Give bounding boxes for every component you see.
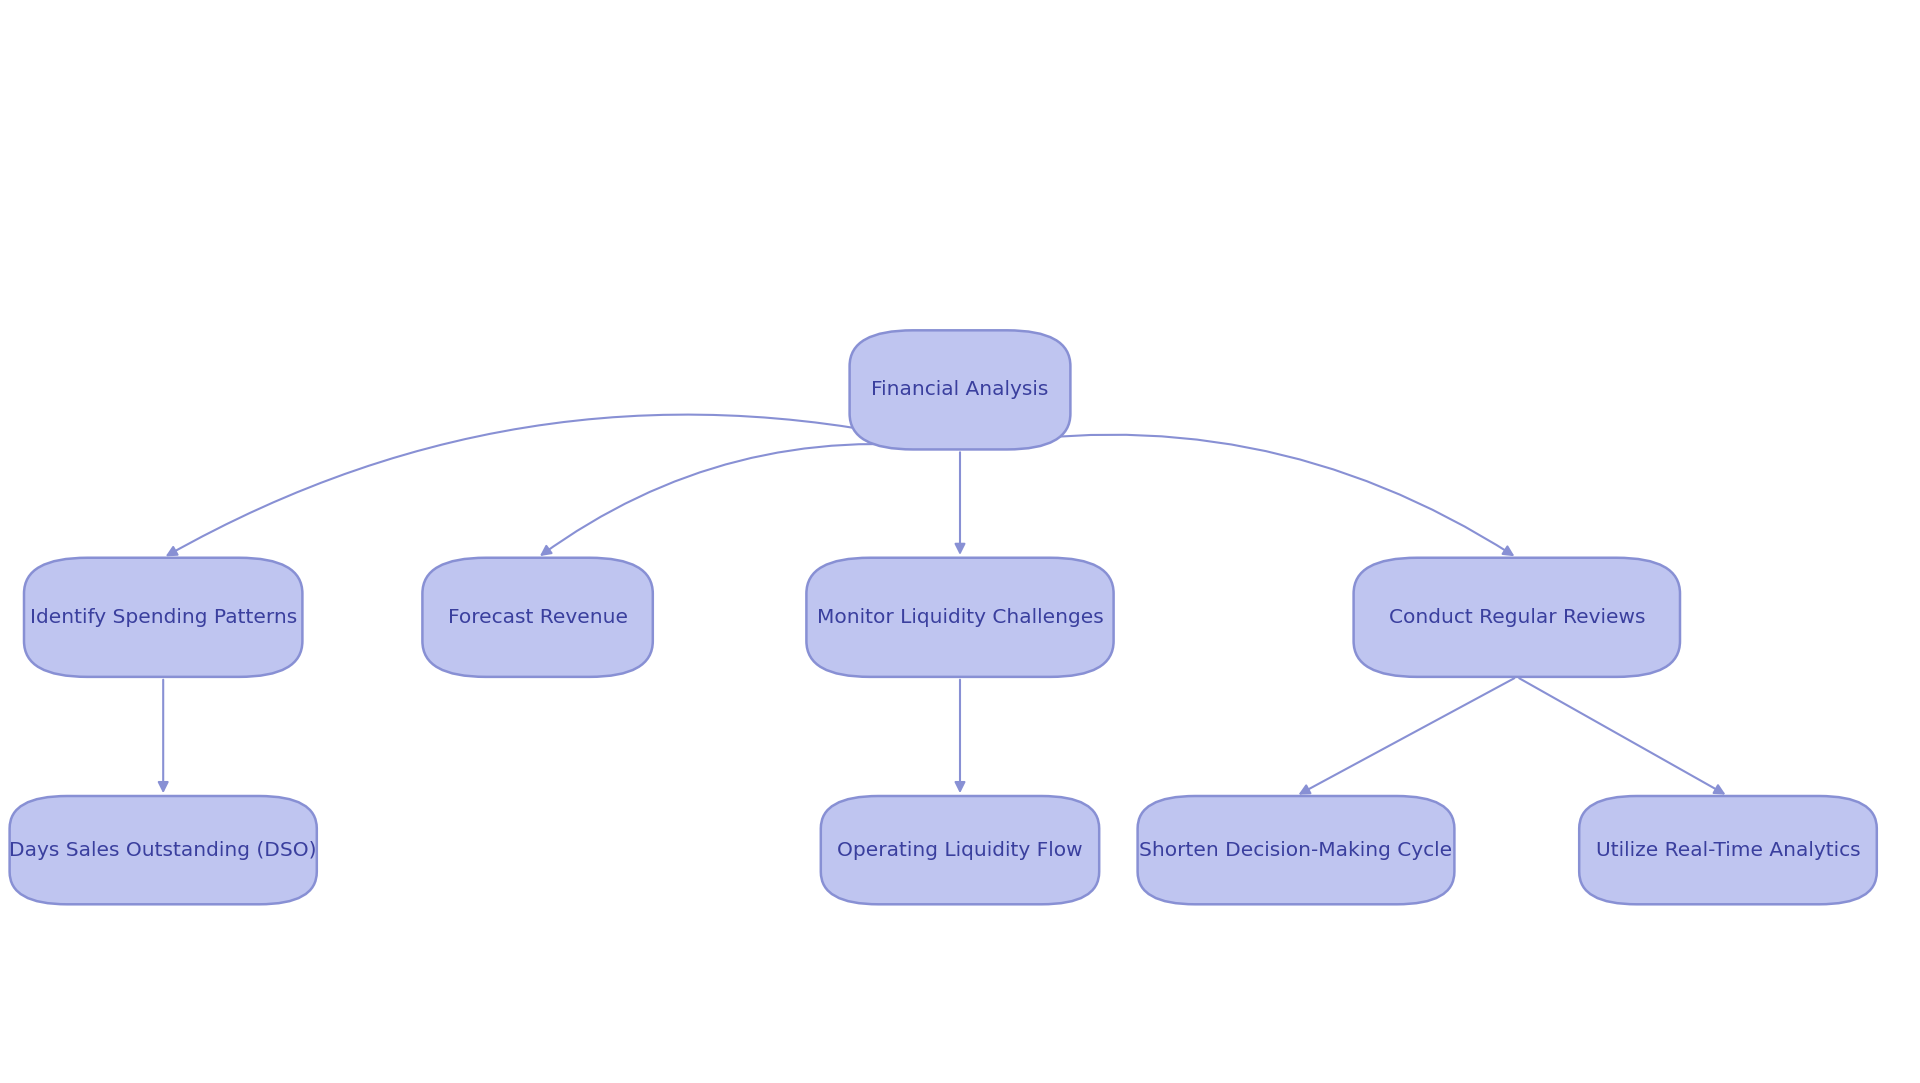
FancyBboxPatch shape (422, 558, 653, 677)
Text: Conduct Regular Reviews: Conduct Regular Reviews (1388, 608, 1645, 627)
Text: Monitor Liquidity Challenges: Monitor Liquidity Challenges (816, 608, 1104, 627)
FancyBboxPatch shape (10, 796, 317, 904)
Text: Identify Spending Patterns: Identify Spending Patterns (29, 608, 298, 627)
FancyBboxPatch shape (25, 558, 301, 677)
FancyBboxPatch shape (849, 330, 1071, 449)
Text: Days Sales Outstanding (DSO): Days Sales Outstanding (DSO) (10, 840, 317, 860)
Text: Utilize Real-Time Analytics: Utilize Real-Time Analytics (1596, 840, 1860, 860)
FancyBboxPatch shape (1137, 796, 1455, 904)
FancyBboxPatch shape (822, 796, 1098, 904)
FancyBboxPatch shape (1354, 558, 1680, 677)
FancyBboxPatch shape (1578, 796, 1878, 904)
Text: Operating Liquidity Flow: Operating Liquidity Flow (837, 840, 1083, 860)
Text: Shorten Decision-Making Cycle: Shorten Decision-Making Cycle (1139, 840, 1453, 860)
Text: Forecast Revenue: Forecast Revenue (447, 608, 628, 627)
FancyBboxPatch shape (806, 558, 1114, 677)
Text: Financial Analysis: Financial Analysis (872, 380, 1048, 400)
